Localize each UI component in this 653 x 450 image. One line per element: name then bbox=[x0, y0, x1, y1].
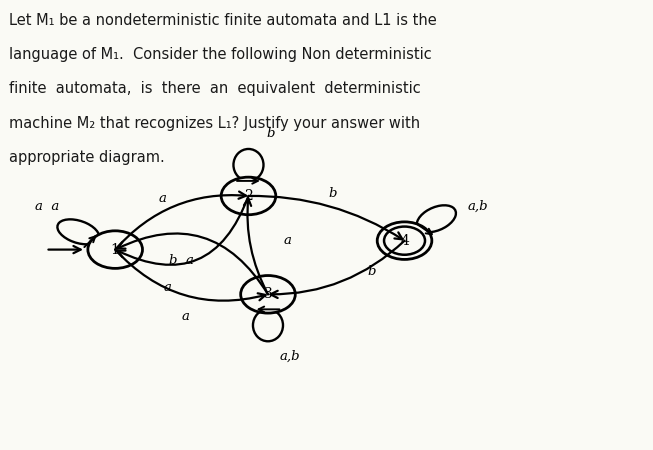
Text: a,b: a,b bbox=[279, 350, 300, 363]
Text: b: b bbox=[266, 127, 275, 140]
Text: language of M₁.  Consider the following Non deterministic: language of M₁. Consider the following N… bbox=[9, 47, 432, 62]
Text: 1: 1 bbox=[111, 243, 119, 256]
Text: 3: 3 bbox=[264, 287, 272, 302]
Text: a: a bbox=[159, 192, 167, 205]
Text: b: b bbox=[328, 187, 337, 200]
Circle shape bbox=[88, 231, 142, 268]
Text: 4: 4 bbox=[400, 234, 409, 248]
Text: Let M₁ be a nondeterministic finite automata and L1 is the: Let M₁ be a nondeterministic finite auto… bbox=[9, 13, 437, 27]
Circle shape bbox=[384, 226, 425, 255]
Text: a,b: a,b bbox=[468, 200, 488, 213]
Text: 2: 2 bbox=[244, 189, 253, 203]
Text: b: b bbox=[368, 266, 376, 279]
Text: b  a: b a bbox=[169, 254, 194, 267]
Circle shape bbox=[241, 275, 295, 313]
Text: a: a bbox=[181, 310, 189, 323]
Circle shape bbox=[377, 222, 432, 260]
Text: finite  automata,  is  there  an  equivalent  deterministic: finite automata, is there an equivalent … bbox=[9, 81, 421, 96]
Text: a: a bbox=[163, 281, 171, 294]
Circle shape bbox=[221, 177, 276, 215]
Text: machine M₂ that recognizes L₁? Justify your answer with: machine M₂ that recognizes L₁? Justify y… bbox=[9, 116, 421, 131]
Text: a: a bbox=[283, 234, 291, 247]
Text: appropriate diagram.: appropriate diagram. bbox=[9, 150, 165, 165]
Text: a  a: a a bbox=[35, 200, 59, 213]
